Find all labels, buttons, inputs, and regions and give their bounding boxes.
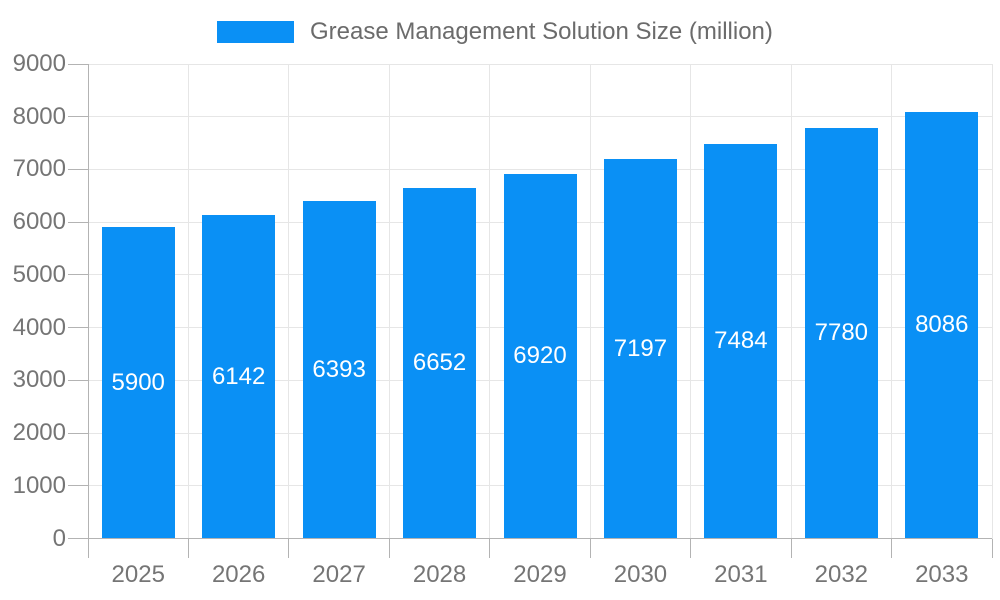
x-axis-label: 2031 xyxy=(714,561,768,588)
v-gridline xyxy=(991,64,993,539)
bar-2033[interactable]: 8086 xyxy=(905,112,979,539)
bar-2025[interactable]: 5900 xyxy=(101,227,175,539)
v-gridline xyxy=(589,64,591,539)
x-axis-tick xyxy=(388,538,390,558)
x-axis-tick xyxy=(589,538,591,558)
bar-2031[interactable]: 7484 xyxy=(704,143,778,539)
v-gridline xyxy=(388,64,390,539)
bar-2026[interactable]: 6142 xyxy=(202,214,276,539)
x-axis-tick xyxy=(991,538,993,558)
v-gridline xyxy=(790,64,792,539)
v-gridline xyxy=(288,64,290,539)
y-axis-label: 8000 xyxy=(12,102,66,130)
y-axis-tick xyxy=(68,379,88,381)
v-gridline xyxy=(690,64,692,539)
h-gridline xyxy=(88,116,992,118)
bar-value-label: 6920 xyxy=(513,342,567,370)
x-axis-label: 2027 xyxy=(312,561,366,588)
y-axis-tick xyxy=(68,168,88,170)
y-axis-label: 9000 xyxy=(12,50,66,77)
x-axis-label: 2025 xyxy=(111,561,165,588)
bar-value-label: 6393 xyxy=(312,355,366,383)
y-axis-tick xyxy=(68,538,88,539)
x-axis-tick xyxy=(891,538,893,558)
bar-value-label: 7197 xyxy=(613,334,668,362)
y-axis-label: 0 xyxy=(52,524,66,552)
y-axis-tick xyxy=(68,63,88,65)
h-gridline xyxy=(88,168,992,170)
x-axis-label: 2032 xyxy=(814,561,869,588)
y-axis-label: 4000 xyxy=(12,313,66,341)
legend-item[interactable]: Grease Management Solution Size (million… xyxy=(217,18,773,46)
h-gridline xyxy=(88,63,992,65)
bar-value-label: 6142 xyxy=(211,362,266,390)
y-axis-tick xyxy=(68,485,88,487)
v-gridline xyxy=(489,64,491,539)
y-axis-label: 5000 xyxy=(12,260,66,288)
x-axis-tick xyxy=(790,538,792,558)
y-axis-tick xyxy=(68,221,88,223)
x-axis-line xyxy=(88,538,992,539)
x-axis-label: 2030 xyxy=(613,561,668,588)
bar-value-label: 6652 xyxy=(412,349,467,377)
y-axis-tick xyxy=(68,432,88,434)
y-axis-label: 3000 xyxy=(12,366,66,394)
bar-value-label: 7484 xyxy=(714,327,768,355)
bar-2028[interactable]: 6652 xyxy=(403,187,477,539)
y-axis-tick xyxy=(68,274,88,276)
x-axis-tick xyxy=(187,538,189,558)
bar-2030[interactable]: 7197 xyxy=(603,159,677,539)
y-axis-label: 7000 xyxy=(12,155,66,183)
y-axis-line xyxy=(87,64,89,558)
bar-value-label: 8086 xyxy=(915,311,969,339)
legend-label: Grease Management Solution Size (million… xyxy=(310,18,773,45)
y-axis-tick xyxy=(68,327,88,329)
bar-value-label: 5900 xyxy=(111,368,165,396)
y-axis-tick xyxy=(68,116,88,118)
bar-value-label: 7780 xyxy=(814,319,869,347)
x-axis-label: 2033 xyxy=(915,561,969,588)
x-axis-label: 2028 xyxy=(412,561,467,588)
y-axis-label: 1000 xyxy=(12,471,66,499)
legend-swatch xyxy=(217,21,294,43)
bar-2029[interactable]: 6920 xyxy=(503,173,577,539)
x-axis-label: 2029 xyxy=(513,561,567,588)
v-gridline xyxy=(187,64,189,539)
x-axis-tick xyxy=(690,538,692,558)
y-axis-label: 6000 xyxy=(12,208,66,236)
bar-2032[interactable]: 7780 xyxy=(804,128,878,539)
x-axis-label: 2026 xyxy=(211,561,266,588)
y-axis-label: 2000 xyxy=(12,419,66,447)
v-gridline xyxy=(891,64,893,539)
x-axis-tick xyxy=(489,538,491,558)
x-axis-tick xyxy=(288,538,290,558)
bar-2027[interactable]: 6393 xyxy=(302,201,376,539)
